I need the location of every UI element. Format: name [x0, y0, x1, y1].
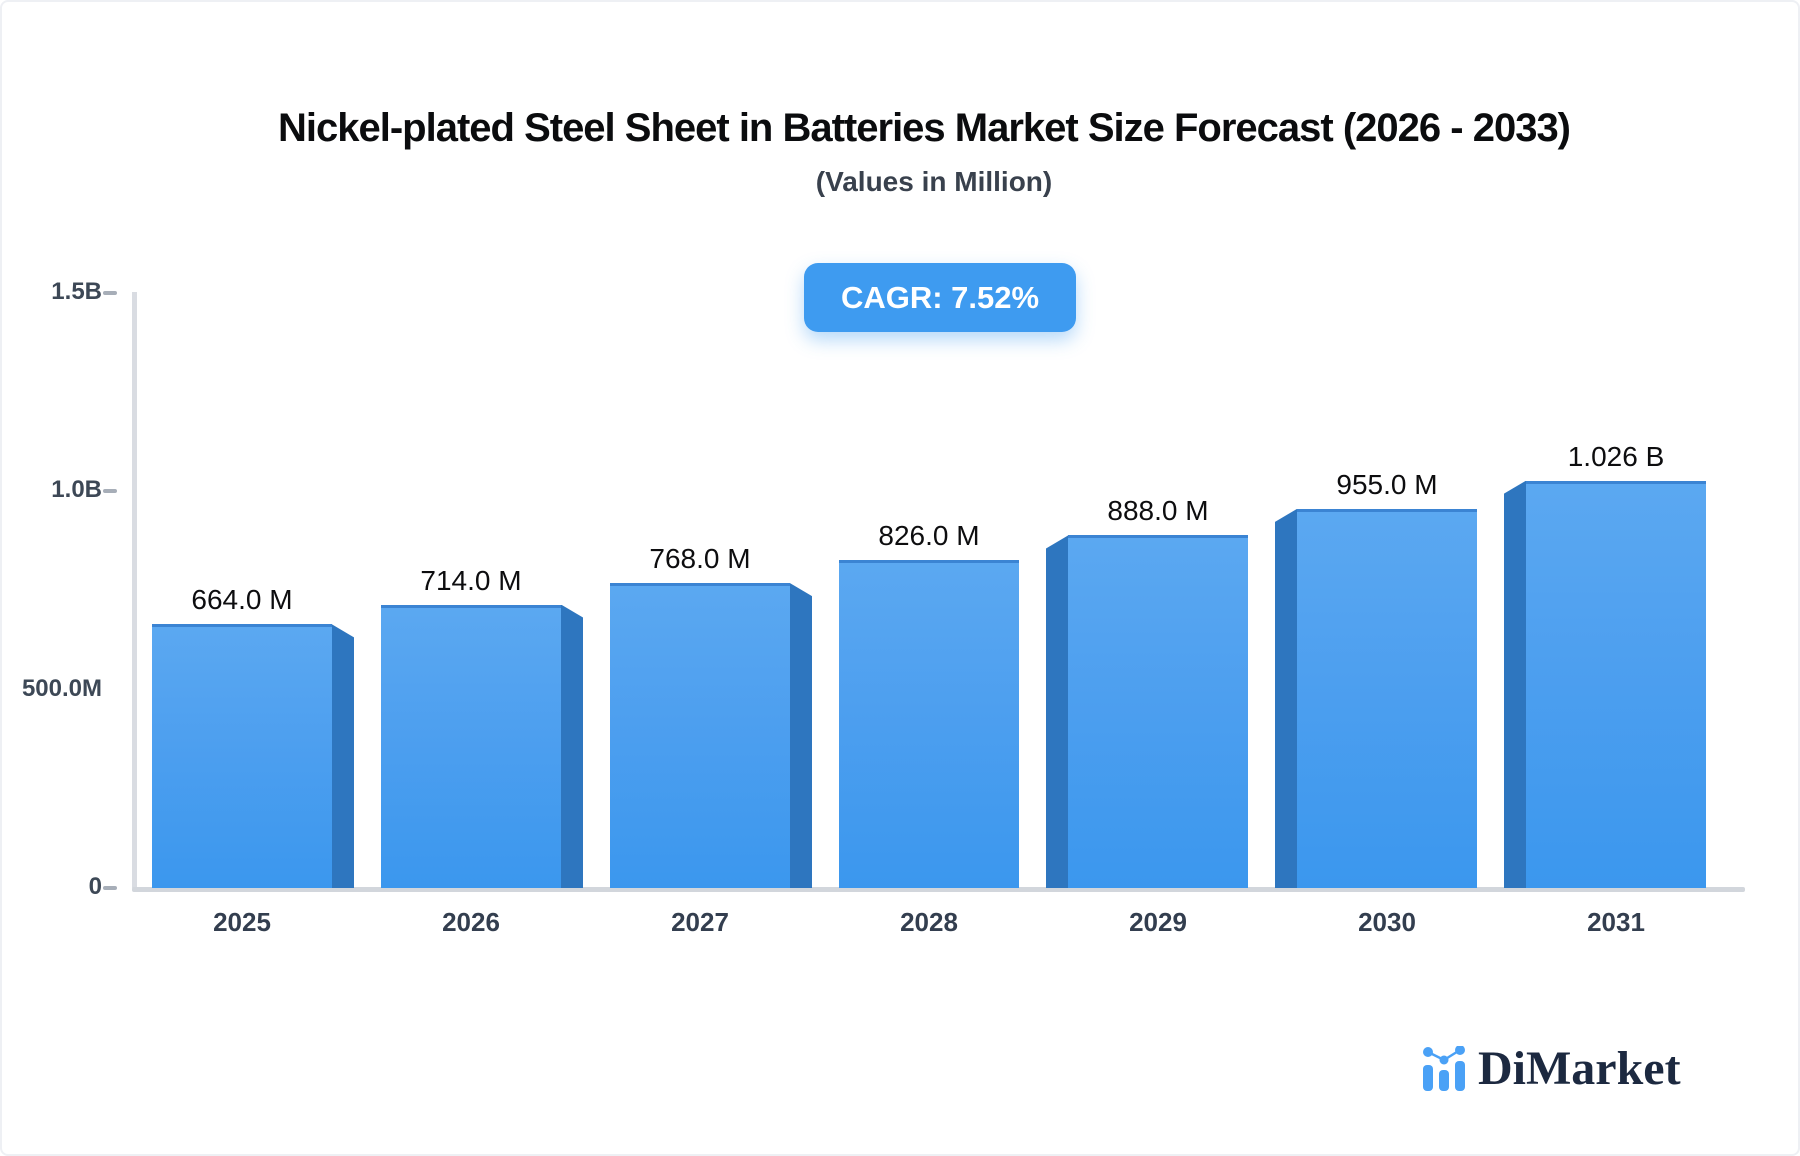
bar-2031 [1526, 480, 1706, 888]
chart-subtitle: (Values in Million) [815, 166, 1053, 197]
bar-2027 [610, 583, 790, 888]
x-axis-label-2027: 2027 [671, 907, 729, 937]
bar-value-label: 664.0 M [191, 584, 293, 616]
bar-2029 [1068, 535, 1248, 888]
chart-title: Nickel-plated Steel Sheet in Batteries M… [277, 106, 1571, 150]
x-axis-label-2025: 2025 [213, 907, 271, 937]
bar-value-label: 888.0 M [1107, 495, 1209, 527]
y-axis-line [132, 292, 137, 888]
bar-value-label: 826.0 M [878, 520, 980, 552]
y-axis-tick-dash [103, 886, 117, 890]
bar-side-face [332, 624, 354, 888]
bar-side-face [1504, 480, 1526, 888]
x-axis-label-2030: 2030 [1358, 907, 1416, 937]
bar-side-face [561, 604, 583, 888]
bar-value-label: 768.0 M [649, 543, 751, 575]
y-axis-tick-dash [103, 489, 117, 493]
y-axis-tick-label: 500.0M [21, 674, 102, 702]
x-axis-label-2031: 2031 [1587, 907, 1645, 937]
bar-2026 [381, 604, 561, 888]
x-axis-label-2026: 2026 [442, 907, 500, 937]
brand-name: DiMarket [1478, 1042, 1681, 1095]
x-axis-label-2028: 2028 [900, 907, 958, 937]
bar-value-label: 1.026 B [1567, 440, 1665, 472]
bar-side-face [1275, 508, 1297, 888]
brand-logo: DiMarket [1420, 1044, 1681, 1094]
bar-side-face [790, 583, 812, 888]
x-axis-label-2029: 2029 [1129, 907, 1187, 937]
bar-value-label: 714.0 M [420, 564, 522, 596]
bar-side-face [1046, 535, 1068, 888]
x-axis-baseline [132, 887, 1745, 892]
y-axis-tick-label: 0 [88, 873, 102, 900]
bar-2025 [152, 624, 332, 888]
bar-value-label: 955.0 M [1336, 468, 1438, 500]
mini-bar-chart-logo-icon [1423, 1046, 1465, 1091]
cagr-badge-label: CAGR: 7.52% [840, 279, 1040, 315]
y-axis-tick-label: 1.5B [51, 277, 102, 305]
bar-2030 [1297, 508, 1477, 888]
y-axis-tick-label: 1.0B [51, 476, 102, 503]
y-axis-tick-dash [103, 290, 117, 295]
bar-2028 [839, 560, 1019, 888]
cagr-badge: CAGR: 7.52% [804, 263, 1076, 332]
